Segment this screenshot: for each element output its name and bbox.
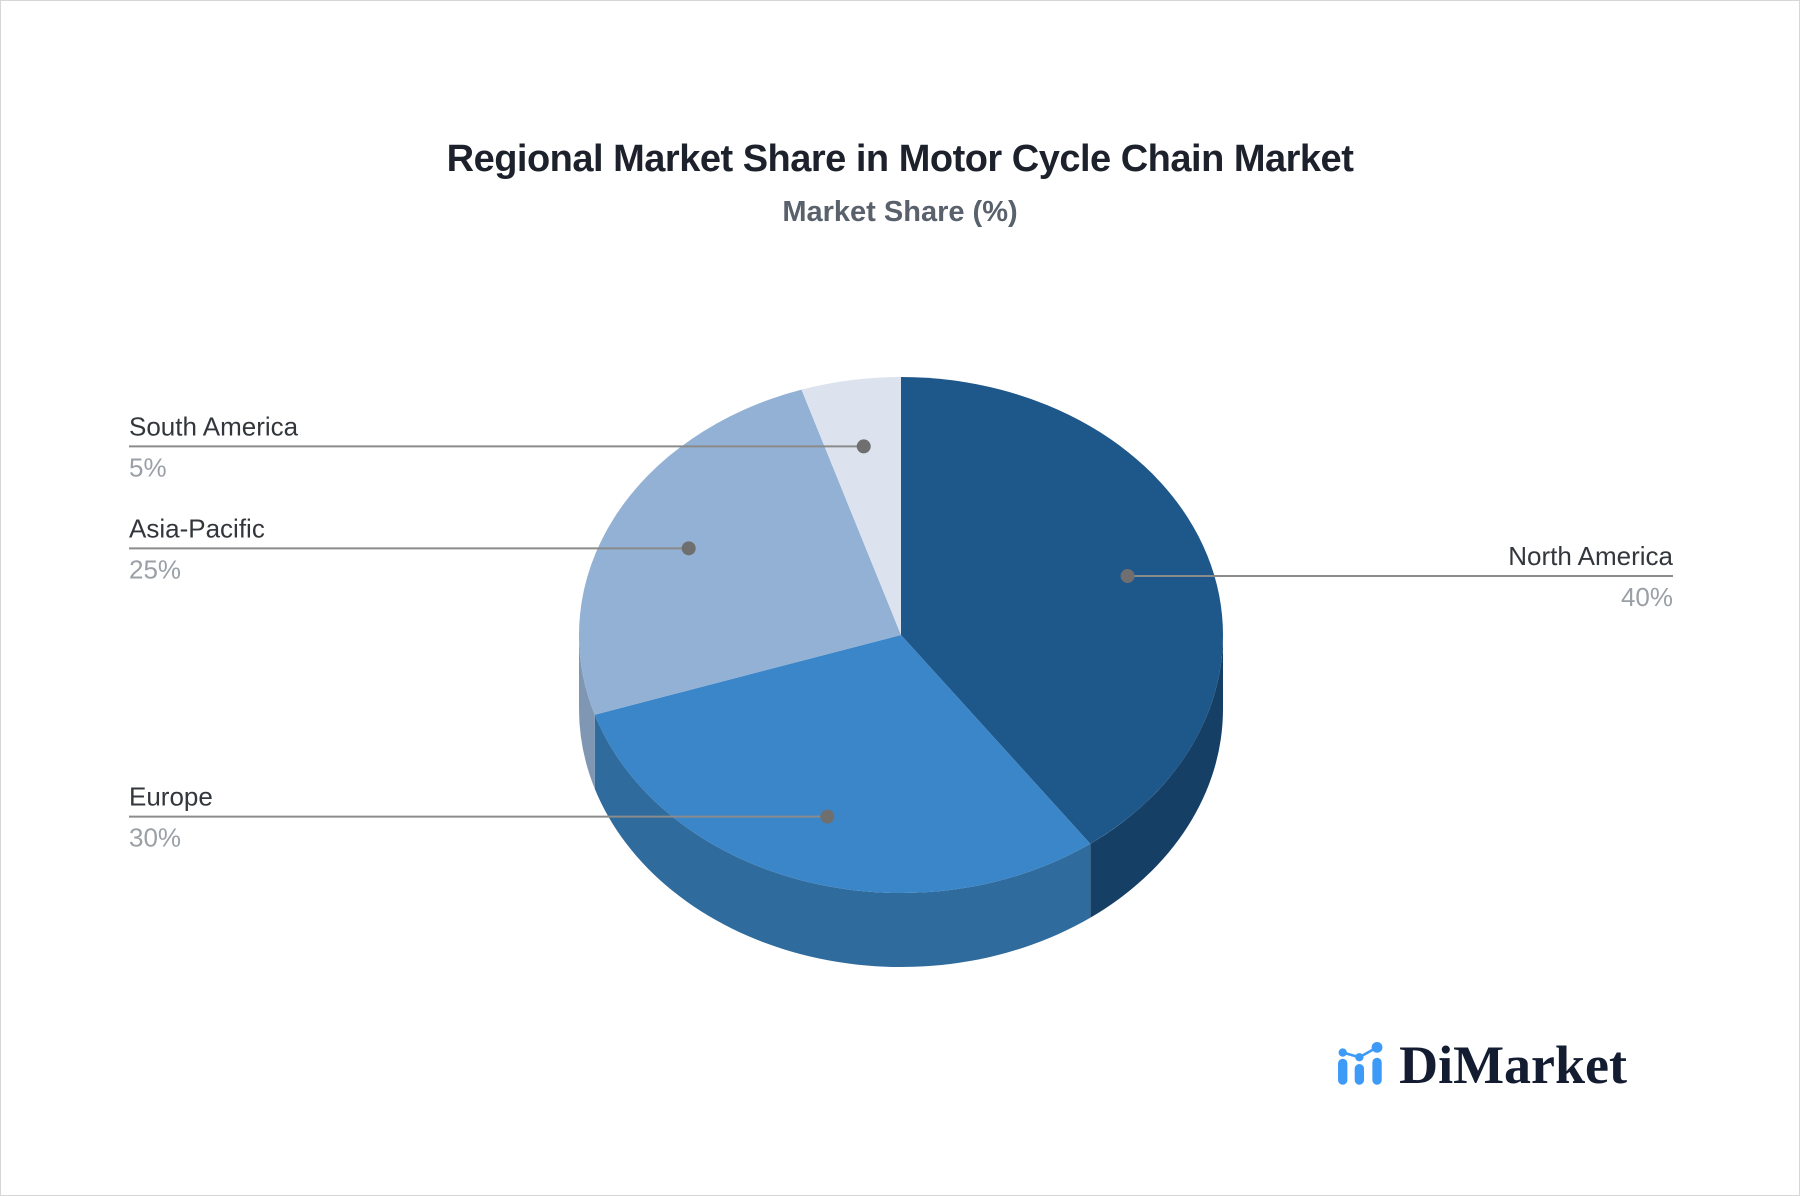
pie-slice-south-america[interactable] <box>801 377 901 635</box>
chart-title: Regional Market Share in Motor Cycle Cha… <box>446 138 1354 180</box>
slice-pct-asia-pacific: 25% <box>129 554 181 584</box>
slice-pct-europe: 30% <box>129 823 181 853</box>
slice-label-south-america: South America <box>129 411 299 441</box>
pie-slice-side-europe <box>594 714 1091 967</box>
slice-pct-south-america: 5% <box>129 452 167 482</box>
slice-label-north-america: North America <box>1508 541 1673 571</box>
pie-slice-europe[interactable] <box>594 635 1091 893</box>
label-dot-south-america <box>856 439 871 454</box>
dimarket-logo-text: DiMarket <box>1399 1034 1627 1095</box>
pie-slice-side-north-america <box>1090 635 1223 918</box>
slice-label-asia-pacific: Asia-Pacific <box>129 513 265 543</box>
label-dot-europe <box>820 809 835 824</box>
pie-slice-side-asia-pacific <box>579 635 595 789</box>
dimarket-logo: DiMarket <box>1337 1034 1627 1095</box>
pie-slice-north-america[interactable] <box>901 377 1223 844</box>
label-dot-north-america <box>1120 569 1135 584</box>
slice-pct-north-america: 40% <box>1621 582 1673 612</box>
chart-subtitle: Market Share (%) <box>782 196 1018 228</box>
dimarket-logo-icon <box>1338 1041 1383 1085</box>
slice-label-europe: Europe <box>129 782 213 812</box>
pie-slice-asia-pacific[interactable] <box>579 389 901 715</box>
label-dot-asia-pacific <box>681 541 696 556</box>
